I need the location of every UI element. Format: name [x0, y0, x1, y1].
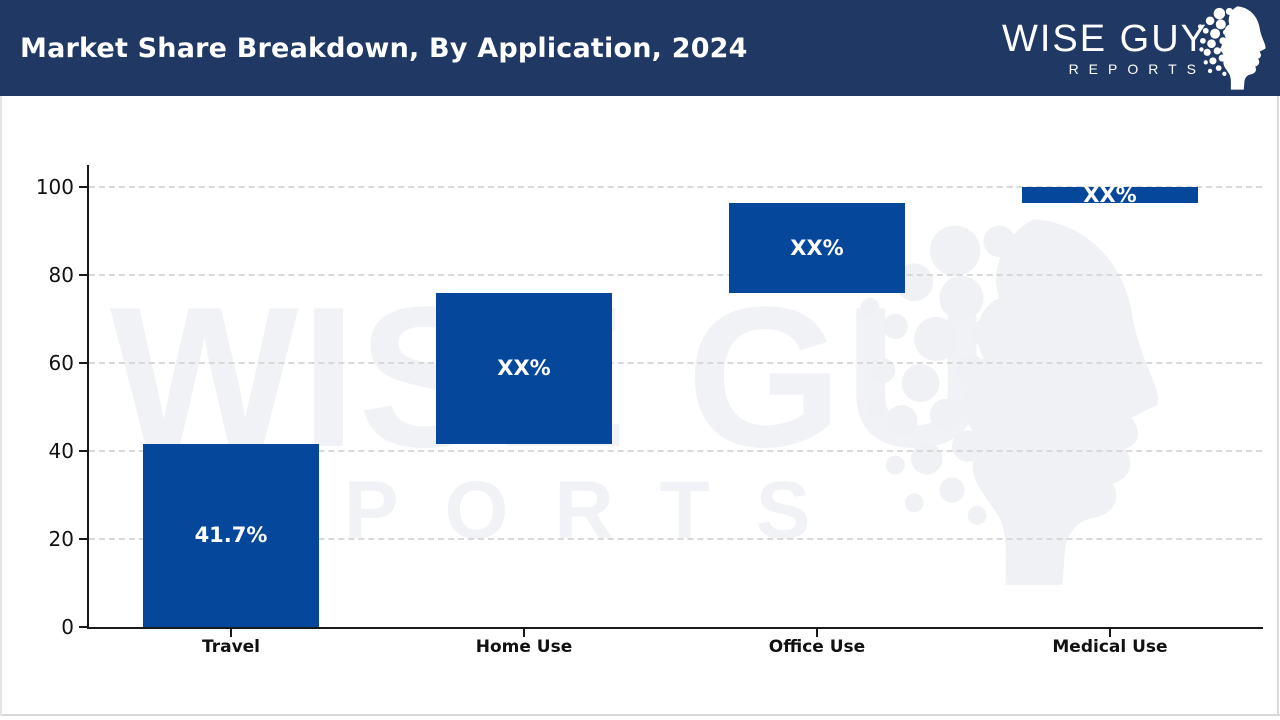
bar-value-label: 41.7%	[194, 523, 268, 548]
page-left-rule	[0, 96, 2, 716]
gridline-40	[89, 450, 1262, 452]
y-tick-label: 40	[48, 439, 74, 463]
wiseguy-logo-line2: REPORTS	[1068, 60, 1206, 77]
bar-value-label: XX%	[1083, 182, 1137, 207]
y-tick-mark	[79, 450, 87, 452]
y-axis-spine	[87, 165, 89, 629]
x-tick-mark	[230, 629, 232, 637]
y-tick-mark	[79, 186, 87, 188]
x-category-label: Office Use	[768, 637, 866, 657]
wiseguy-head-logo-icon	[1197, 6, 1266, 90]
page-bottom-rule	[0, 714, 1280, 716]
watermark-head-icon	[860, 219, 1158, 585]
x-category-label: Travel	[201, 637, 261, 657]
wiseguy-logo-text: WISE GUY REPORTS	[1002, 20, 1208, 77]
x-category-label: Medical Use	[1052, 637, 1168, 657]
gridline-20	[89, 538, 1262, 540]
y-tick-mark	[79, 626, 87, 628]
x-category-label: Home Use	[475, 637, 573, 657]
chart-plot-area: 0 20 40 60 80 100 41.7% Travel XX% Home Use XX% Of…	[0, 96, 1280, 720]
y-tick-label: 20	[48, 527, 74, 551]
gridline-80	[89, 274, 1262, 276]
page-title: Market Share Breakdown, By Application, …	[20, 32, 748, 64]
bar-home-use	[436, 292, 612, 444]
y-tick-mark	[79, 362, 87, 364]
bar-value-label: XX%	[790, 235, 844, 260]
bar-travel	[143, 443, 319, 627]
gridline-100	[89, 186, 1262, 188]
x-axis-spine	[87, 627, 1263, 629]
y-tick-mark	[79, 538, 87, 540]
bar-office-use	[729, 202, 905, 293]
bar-medical-use	[1022, 187, 1198, 203]
page-right-rule	[1277, 96, 1279, 716]
y-tick-label: 60	[48, 351, 74, 375]
gridline-60	[89, 362, 1262, 364]
y-tick-label: 80	[48, 263, 74, 287]
wiseguy-logo-line1: WISE GUY	[1001, 17, 1208, 60]
y-tick-mark	[79, 274, 87, 276]
y-tick-label: 0	[61, 615, 74, 639]
wiseguy-logo: WISE GUY REPORTS	[1002, 4, 1274, 92]
bar-value-label: XX%	[497, 356, 551, 381]
x-tick-mark	[1109, 629, 1111, 637]
x-tick-mark	[523, 629, 525, 637]
y-tick-label: 100	[35, 175, 74, 199]
header-bar: Market Share Breakdown, By Application, …	[0, 0, 1280, 96]
x-tick-mark	[816, 629, 818, 637]
